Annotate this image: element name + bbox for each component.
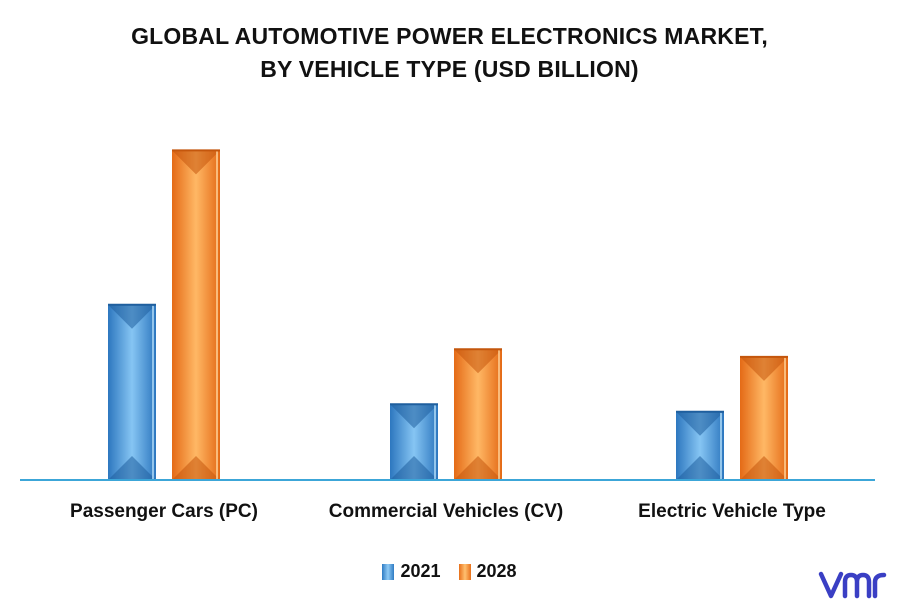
vmr-logo — [818, 571, 887, 599]
legend-swatch-2021 — [382, 563, 395, 580]
legend-item-2021: 2021 — [382, 561, 441, 582]
bar-2021-2 — [676, 410, 724, 480]
category-label-0: Passenger Cars (PC) — [70, 501, 258, 522]
chart-title: GLOBAL AUTOMOTIVE POWER ELECTRONICS MARK… — [0, 20, 899, 86]
bar-2021-0 — [108, 303, 156, 480]
category-label-2: Electric Vehicle Type — [638, 501, 826, 522]
category-label-1: Commercial Vehicles (CV) — [329, 501, 563, 522]
chart-title-line2: BY VEHICLE TYPE (USD BILLION) — [260, 56, 639, 82]
bar-2021-1 — [390, 403, 438, 480]
legend-item-2028: 2028 — [458, 561, 517, 582]
bar-2028-1 — [454, 348, 502, 480]
bar-2028-2 — [740, 355, 788, 480]
chart-title-line1: GLOBAL AUTOMOTIVE POWER ELECTRONICS MARK… — [131, 23, 768, 49]
bar-2028-0 — [172, 149, 220, 480]
legend-label-2021: 2021 — [400, 561, 441, 581]
legend-swatch-2028 — [458, 563, 471, 580]
legend-label-2028: 2028 — [476, 561, 517, 581]
legend: 2021 2028 — [0, 561, 899, 582]
